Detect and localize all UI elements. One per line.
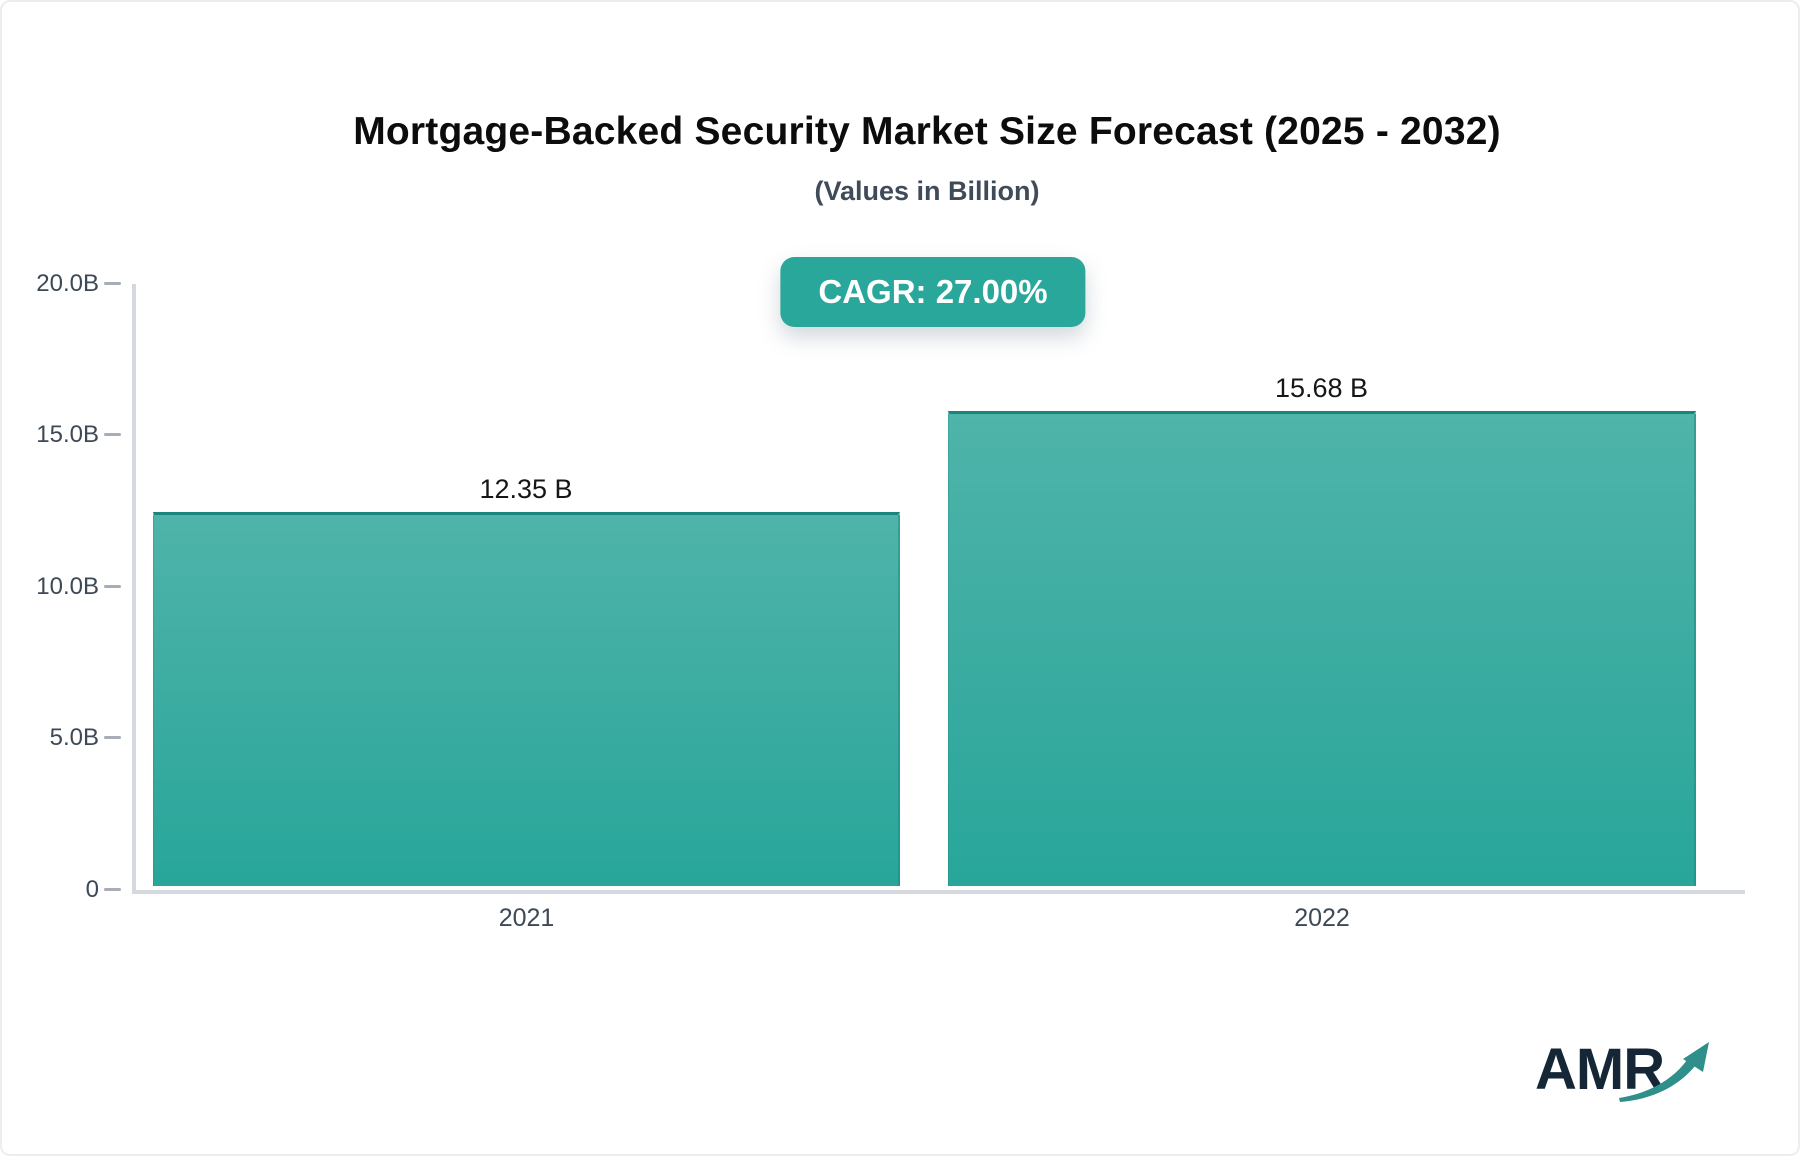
tick-mark [104,282,121,285]
tick-mark [104,433,121,436]
x-category-label: 2022 [1294,904,1350,932]
tick-mark [104,736,121,739]
chart-subtitle: (Values in Billion) [814,176,1040,206]
bar-value-label: 15.68 B [1274,373,1369,403]
y-tick-label: 0 [85,876,99,903]
y-tick-label: 15.0B [36,421,99,448]
y-tick-label: 10.0B [36,573,99,600]
amr-logo: AMR [1535,1036,1715,1106]
cagr-badge: CAGR: 27.00% [780,257,1086,327]
y-axis-line [132,284,136,894]
tick-mark [104,585,121,588]
growth-arrow-icon [1613,1038,1713,1109]
bar-2021: 12.35 B [153,474,900,886]
page-title: Mortgage-Backed Security Market Size For… [353,110,1501,153]
x-category-label: 2021 [498,904,555,932]
y-tick-label: 5.0B [49,724,99,751]
amr-logo-text: AMR [1535,1037,1665,1102]
x-axis-line [132,890,1745,894]
bar-value-label: 12.35 B [479,474,573,504]
bar-2022: 15.68 B [948,373,1696,886]
tick-mark [104,888,121,891]
y-tick-label: 20.0B [36,270,99,297]
